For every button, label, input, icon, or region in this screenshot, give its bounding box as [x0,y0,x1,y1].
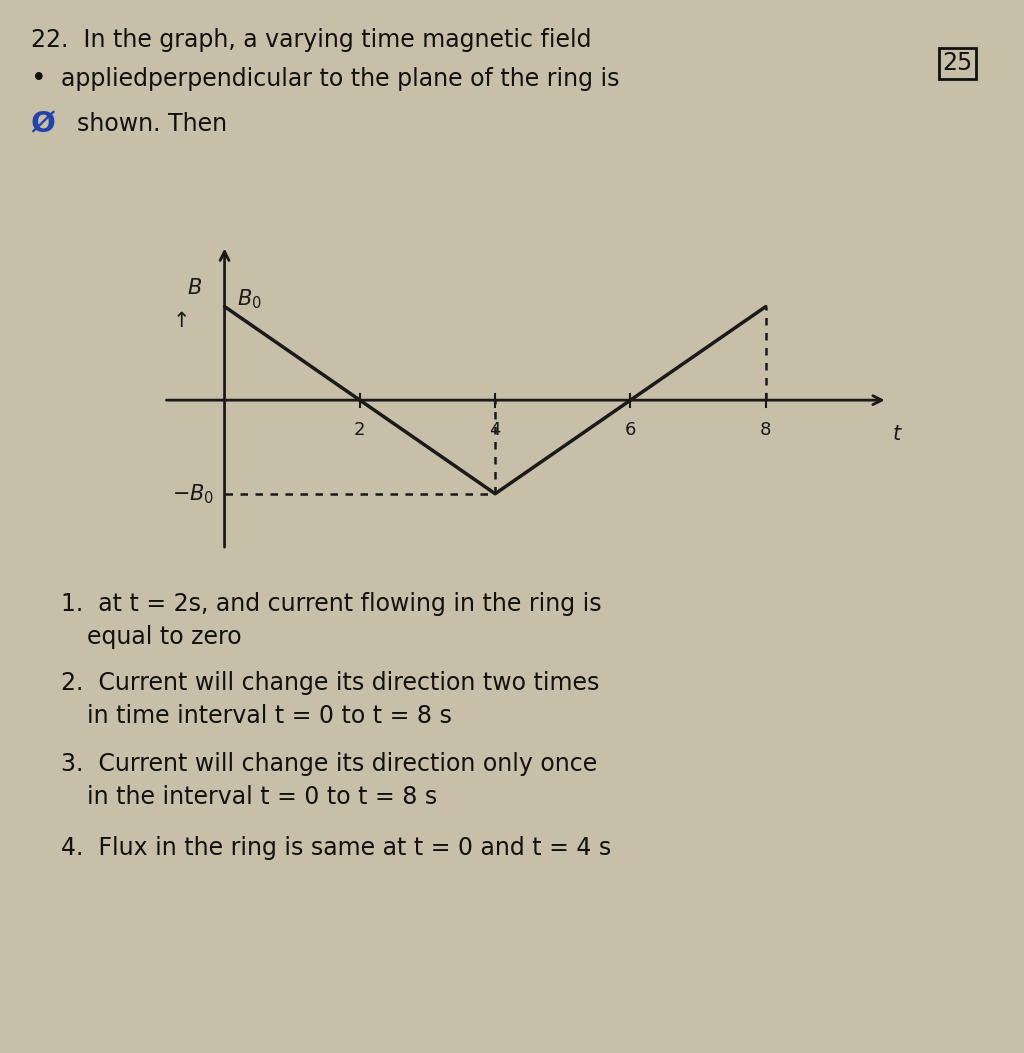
Text: $B_0$: $B_0$ [237,287,261,311]
Text: equal to zero: equal to zero [87,625,242,650]
Text: $t$: $t$ [892,423,903,443]
Text: $-B_0$: $-B_0$ [172,482,214,505]
Text: 4: 4 [489,421,501,439]
Text: 4.  Flux in the ring is same at t = 0 and t = 4 s: 4. Flux in the ring is same at t = 0 and… [61,836,611,860]
Text: 2.  Current will change its direction two times: 2. Current will change its direction two… [61,671,600,695]
Text: 22.  In the graph, a varying time magnetic field: 22. In the graph, a varying time magneti… [31,28,591,53]
Text: 1.  at t = 2s, and current flowing in the ring is: 1. at t = 2s, and current flowing in the… [61,592,602,616]
Text: $\uparrow$: $\uparrow$ [168,311,186,331]
Text: in time interval t = 0 to t = 8 s: in time interval t = 0 to t = 8 s [87,704,452,729]
Text: in the interval t = 0 to t = 8 s: in the interval t = 0 to t = 8 s [87,786,437,810]
Text: 25: 25 [942,52,973,75]
Text: 3.  Current will change its direction only once: 3. Current will change its direction onl… [61,752,598,776]
Text: appliedperpendicular to the plane of the ring is: appliedperpendicular to the plane of the… [61,67,620,92]
Text: shown. Then: shown. Then [77,113,227,136]
Text: $B$: $B$ [186,278,202,298]
Text: 8: 8 [760,421,771,439]
Text: 6: 6 [625,421,636,439]
Text: Ø: Ø [31,111,55,138]
Text: 2: 2 [354,421,366,439]
Text: •: • [31,66,46,93]
